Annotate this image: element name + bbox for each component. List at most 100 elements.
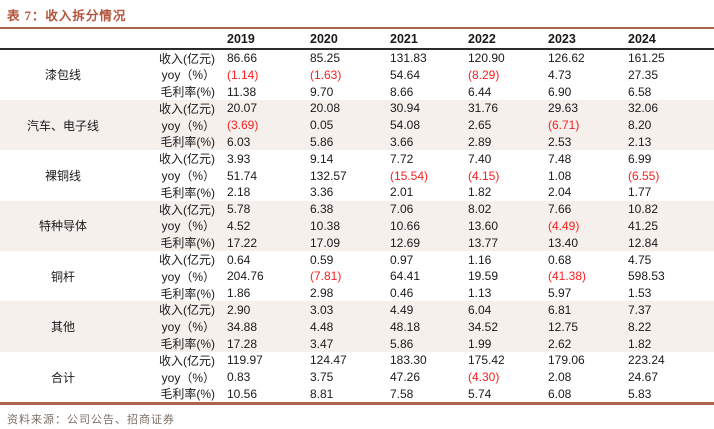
table-row: 收入(亿元) 5.78 6.38 7.06 8.02 7.66 10.82 [0, 201, 714, 218]
cell-value: 0.97 [390, 252, 414, 267]
metric-label: 毛利率(%) [160, 236, 215, 251]
cell-value: 7.06 [390, 202, 414, 217]
cell-value: 85.25 [310, 51, 341, 65]
cell-value: 6.04 [468, 302, 492, 317]
cell-value: 6.08 [548, 386, 572, 401]
group-label: 合计 [50, 370, 75, 385]
cell-value: 8.81 [310, 386, 334, 401]
cell-value: 41.25 [628, 218, 659, 233]
table-row: 毛利率(%) 2.18 3.36 2.01 1.82 2.04 1.77 [0, 184, 714, 201]
cell-value: (15.54) [390, 168, 429, 183]
cell-value: 12.84 [628, 235, 659, 250]
metric-label: yoy（%） [161, 169, 215, 184]
cell-value: 2.01 [390, 185, 414, 200]
cell-value: 54.08 [390, 118, 421, 133]
cell-value: 17.09 [310, 235, 341, 250]
cell-value: 204.76 [227, 269, 264, 284]
cell-value: 47.26 [390, 370, 421, 385]
cell-value: 7.40 [468, 151, 492, 166]
bottom-divider [0, 402, 714, 405]
table-row: 毛利率(%) 17.28 3.47 5.86 1.99 2.62 1.82 [0, 335, 714, 352]
cell-value: 1.08 [548, 168, 572, 183]
cell-value: 3.03 [310, 302, 334, 317]
cell-value: (7.81) [310, 269, 342, 284]
cell-value: 120.90 [468, 51, 505, 65]
year-column-header: 2024 [628, 31, 656, 46]
cell-value: 3.47 [310, 336, 334, 351]
table-row: 收入(亿元) 0.64 0.59 0.97 1.16 0.68 4.75 [0, 251, 714, 268]
cell-value: 1.86 [227, 286, 251, 301]
group-copper-rod: 铜杆 收入(亿元) 0.64 0.59 0.97 1.16 0.68 4.75 … [0, 251, 714, 301]
table-title: 表 7：收入拆分情况 [7, 9, 127, 23]
cell-value: 10.56 [227, 386, 258, 401]
cell-value: 1.16 [468, 252, 492, 267]
cell-value: (1.14) [227, 67, 259, 82]
cell-value: 5.86 [310, 134, 334, 149]
cell-value: 2.62 [548, 336, 572, 351]
cell-value: 1.99 [468, 336, 492, 351]
cell-value: (6.55) [628, 168, 660, 183]
metric-label: 收入(亿元) [159, 303, 215, 318]
cell-value: 64.41 [390, 269, 421, 284]
cell-value: 9.70 [310, 84, 334, 99]
table-row: yoy（%） (1.14) (1.63) 54.64 (8.29) 4.73 2… [0, 66, 714, 83]
cell-value: 5.74 [468, 386, 492, 401]
cell-value: 29.63 [548, 101, 579, 116]
cell-value: 8.22 [628, 319, 652, 334]
cell-value: 3.36 [310, 185, 334, 200]
cell-value: 17.28 [227, 336, 258, 351]
cell-value: 4.73 [548, 67, 572, 82]
cell-value: 175.42 [468, 353, 505, 368]
cell-value: 8.66 [390, 84, 414, 99]
cell-value: 9.14 [310, 151, 334, 166]
cell-value: (4.49) [548, 218, 580, 233]
metric-label: 毛利率(%) [160, 337, 215, 352]
metric-label: yoy（%） [161, 118, 215, 133]
cell-value: 32.06 [628, 101, 659, 116]
cell-value: 20.08 [310, 101, 341, 116]
cell-value: 6.38 [310, 202, 334, 217]
cell-value: 2.89 [468, 134, 492, 149]
cell-value: 2.90 [227, 302, 251, 317]
cell-value: 10.66 [390, 218, 421, 233]
metric-label: yoy（%） [161, 68, 215, 83]
year-column-header: 2021 [390, 31, 418, 46]
group-label: 漆包线 [44, 68, 81, 83]
group-enameled-wire: 漆包线 收入(亿元) 86.66 85.25 131.83 120.90 126… [0, 50, 714, 100]
cell-value: 6.03 [227, 134, 251, 149]
cell-value: 1.77 [628, 185, 652, 200]
group-auto-electronic-wire: 汽车、电子线 收入(亿元) 20.07 20.08 30.94 31.76 29… [0, 99, 714, 151]
cell-value: 7.37 [628, 302, 652, 317]
cell-value: 48.18 [390, 319, 421, 334]
cell-value: 6.58 [628, 84, 652, 99]
cell-value: 1.82 [468, 185, 492, 200]
table-row: yoy（%） 4.52 10.38 10.66 13.60 (4.49) 41.… [0, 217, 714, 234]
cell-value: 179.06 [548, 353, 585, 368]
cell-value: 30.94 [390, 101, 421, 116]
table-row: 收入(亿元) 20.07 20.08 30.94 31.76 29.63 32.… [0, 100, 714, 117]
metric-label: 毛利率(%) [160, 387, 215, 402]
table-row: 毛利率(%) 11.38 9.70 8.66 6.44 6.90 6.58 [0, 83, 714, 100]
cell-value: 8.20 [628, 118, 652, 133]
table-row: 毛利率(%) 10.56 8.81 7.58 5.74 6.08 5.83 [0, 385, 714, 402]
cell-value: 5.97 [548, 286, 572, 301]
cell-value: 20.07 [227, 101, 258, 116]
cell-value: 6.99 [628, 151, 652, 166]
cell-value: 5.86 [390, 336, 414, 351]
metric-label: 收入(亿元) [159, 353, 215, 368]
metric-label: yoy（%） [161, 370, 215, 385]
cell-value: 4.75 [628, 252, 652, 267]
cell-value: 3.75 [310, 370, 334, 385]
group-special-conductor: 特种导体 收入(亿元) 5.78 6.38 7.06 8.02 7.66 10.… [0, 200, 714, 252]
cell-value: 2.13 [628, 134, 652, 149]
cell-value: 183.30 [390, 353, 427, 368]
cell-value: 86.66 [227, 51, 258, 65]
cell-value: 4.52 [227, 218, 251, 233]
cell-value: 13.60 [468, 218, 499, 233]
cell-value: 0.64 [227, 252, 251, 267]
cell-value: 7.72 [390, 151, 414, 166]
cell-value: 3.66 [390, 134, 414, 149]
cell-value: 2.98 [310, 286, 334, 301]
cell-value: 7.58 [390, 386, 414, 401]
cell-value: 6.90 [548, 84, 572, 99]
